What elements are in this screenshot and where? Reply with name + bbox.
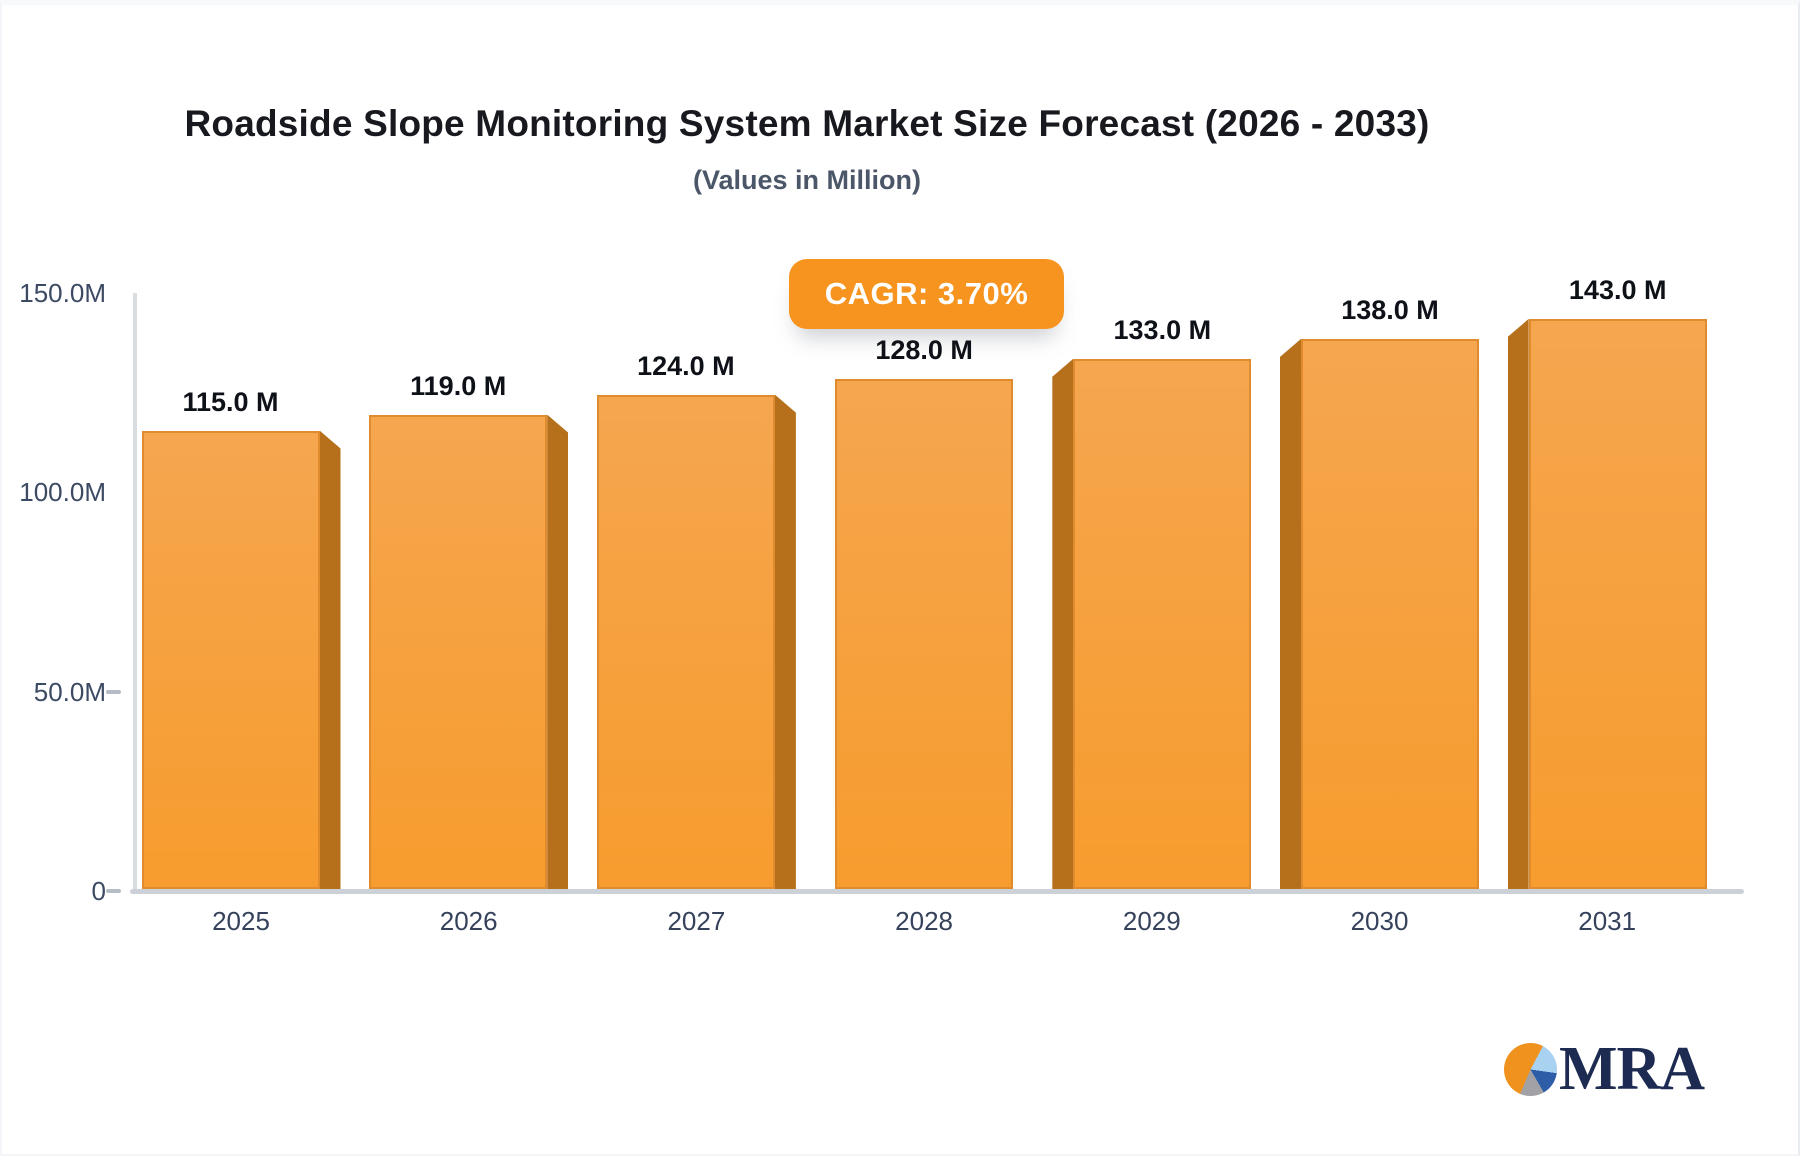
bar-value-label: 128.0 M — [875, 334, 973, 365]
x-axis-label: 2027 — [667, 906, 726, 936]
x-axis-label: 2026 — [439, 906, 498, 936]
bar-value-label: 138.0 M — [1341, 294, 1439, 325]
bar-value-label: 133.0 M — [1113, 314, 1212, 345]
bar-2031 — [1528, 318, 1707, 889]
y-axis-line — [133, 293, 137, 894]
y-axis-label: 100.0M — [19, 477, 106, 508]
tick-mark — [106, 689, 121, 694]
brand-logo: MRA — [1504, 1035, 1705, 1103]
brand-logo-text: MRA — [1559, 1035, 1705, 1103]
bar-side-face — [1052, 358, 1074, 889]
y-axis-label: 150.0M — [19, 278, 106, 308]
y-axis-label: 50.0M — [33, 676, 106, 707]
chart-subtitle: (Values in Million) — [692, 165, 922, 195]
cagr-badge: CAGR: 3.70% — [789, 259, 1064, 329]
x-axis-label: 2030 — [1350, 906, 1409, 936]
bar-value-label: 119.0 M — [410, 370, 507, 401]
bar-2026 — [369, 414, 548, 889]
bar-2025 — [141, 430, 320, 889]
bar-value-label: 115.0 M — [182, 386, 279, 417]
bar-side-face — [1280, 338, 1301, 889]
bar-side-face — [547, 414, 569, 889]
bar-side-face — [774, 394, 796, 889]
y-axis-label: 0 — [91, 876, 106, 906]
bar-value-label: 143.0 M — [1568, 274, 1667, 305]
page-title: Roadside Slope Monitoring System Market … — [184, 103, 1430, 144]
bar-side-face — [1507, 318, 1529, 889]
x-axis-line — [130, 889, 1744, 894]
bar-2030 — [1301, 338, 1479, 889]
bar-side-face — [319, 430, 341, 889]
tick-mark — [106, 889, 121, 893]
bar-2029 — [1073, 358, 1252, 889]
bar-value-label: 124.0 M — [637, 350, 735, 381]
x-axis-label: 2029 — [1122, 906, 1181, 936]
bar-2028 — [835, 378, 1014, 889]
x-axis-label: 2028 — [895, 906, 954, 936]
x-axis-label: 2031 — [1578, 906, 1637, 936]
x-axis-label: 2025 — [212, 906, 270, 936]
pie-chart-logo-icon — [1504, 1043, 1557, 1096]
bar-2027 — [596, 394, 775, 889]
